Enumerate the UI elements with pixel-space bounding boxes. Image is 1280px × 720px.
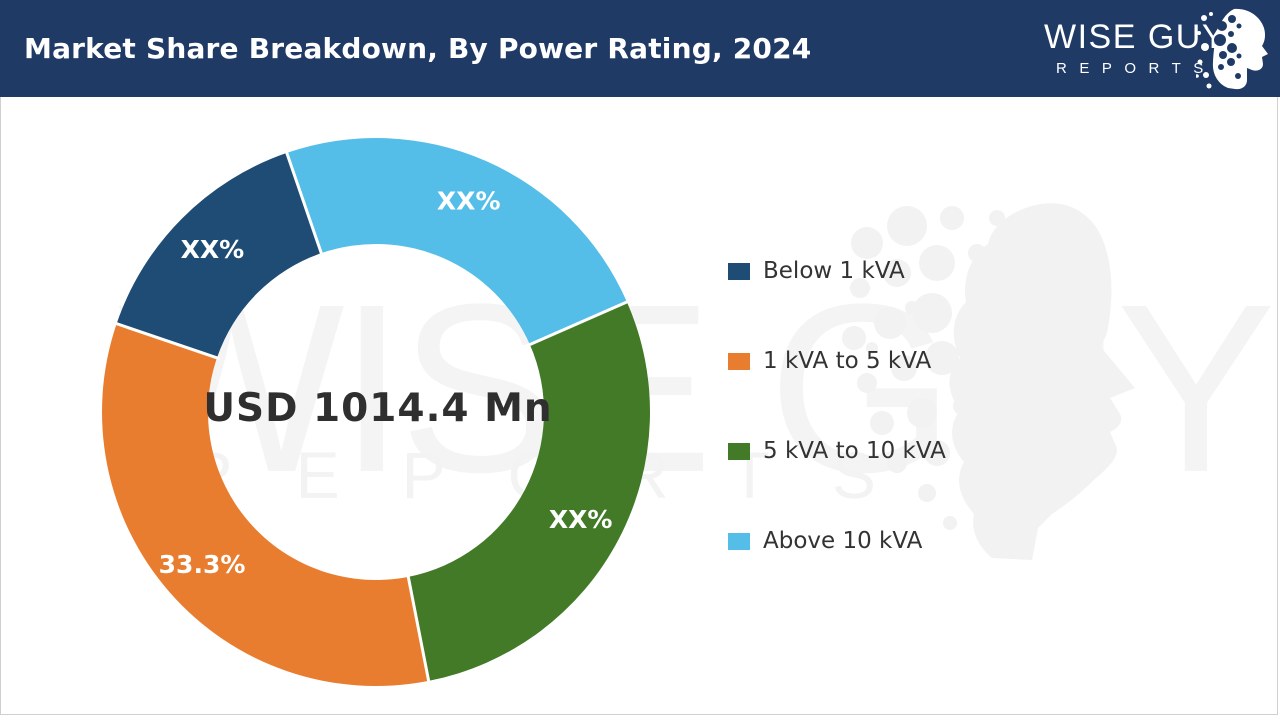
- legend-label: 5 kVA to 10 kVA: [763, 438, 946, 464]
- legend-item-5-kva-to-10-kva: 5 kVA to 10 kVA: [728, 432, 946, 470]
- legend-label: Above 10 kVA: [763, 528, 923, 554]
- header-bar: Market Share Breakdown, By Power Rating,…: [0, 0, 1280, 97]
- legend-swatch-below-1-kva: [728, 262, 750, 280]
- watermark-head-icon: [842, 203, 1135, 561]
- legend-item-below-1-kva: Below 1 kVA: [728, 252, 946, 290]
- chart-legend: Below 1 kVA 1 kVA to 5 kVA 5 kVA to 10 k…: [728, 252, 946, 612]
- legend-label: Below 1 kVA: [763, 258, 905, 284]
- donut-center-value: USD 1014.4 Mn: [203, 386, 553, 431]
- legend-label: 1 kVA to 5 kVA: [763, 348, 932, 374]
- logo-subtext: REPORTS: [1056, 60, 1216, 77]
- page-title: Market Share Breakdown, By Power Rating,…: [24, 32, 812, 65]
- legend-swatch-above-10-kva: [728, 532, 750, 550]
- legend-swatch-1-kva-to-5-kva: [728, 352, 750, 370]
- head-profile-icon: [1196, 8, 1268, 90]
- legend-item-1-kva-to-5-kva: 1 kVA to 5 kVA: [728, 342, 946, 380]
- logo-wordmark: WISE GUY: [1044, 18, 1227, 56]
- legend-item-above-10-kva: Above 10 kVA: [728, 522, 946, 560]
- legend-swatch-5-kva-to-10-kva: [728, 442, 750, 460]
- wiseguy-logo: WISE GUY REPORTS: [1034, 4, 1274, 94]
